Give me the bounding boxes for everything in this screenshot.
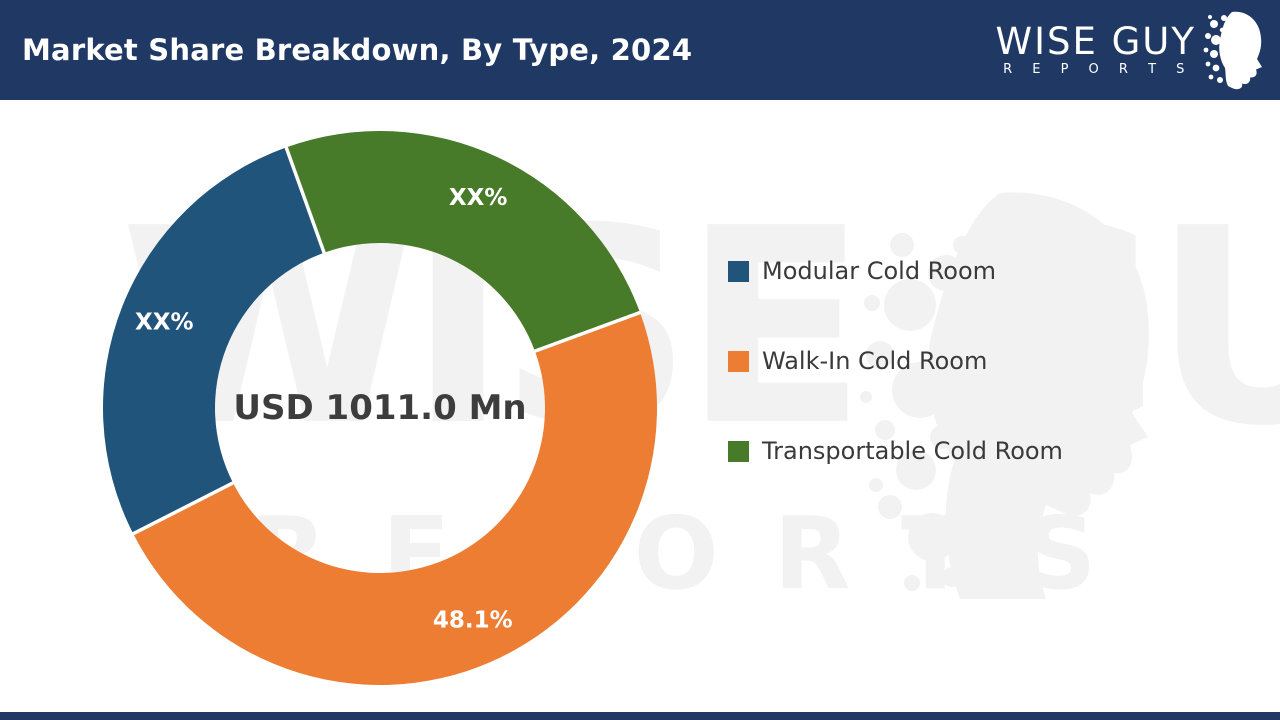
- donut-slice: [286, 131, 641, 352]
- slice-separator: [533, 310, 642, 354]
- legend-item: Transportable Cold Room: [728, 435, 1063, 467]
- donut-chart: XX% XX% 48.1% USD 1011.0 Mn: [102, 131, 658, 686]
- logo-text-line1: WISE GUY: [995, 19, 1196, 63]
- legend-item: Walk-In Cold Room: [728, 345, 1063, 377]
- slice-percent-label: XX%: [449, 185, 508, 211]
- logo-head-icon: [1203, 11, 1262, 90]
- slice-separator: [284, 145, 327, 255]
- donut-slice: [102, 147, 325, 534]
- legend-label: Walk-In Cold Room: [762, 347, 988, 375]
- footer-bar: [0, 712, 1280, 720]
- legend-item: Modular Cold Room: [728, 255, 1063, 287]
- logo-wordmark: WISE GUY R E P O R T S: [995, 19, 1196, 78]
- legend-swatch: [728, 350, 749, 372]
- slice-percent-label: XX%: [135, 310, 194, 336]
- slice-labels: XX% XX% 48.1%: [135, 185, 513, 634]
- legend-label: Modular Cold Room: [762, 257, 997, 285]
- page-title: Market Share Breakdown, By Type, 2024: [22, 33, 693, 67]
- wise-guy-logo: WISE GUY R E P O R T S: [996, 10, 1266, 90]
- legend-swatch: [728, 260, 749, 282]
- legend: Modular Cold Room Walk-In Cold Room Transp…: [728, 255, 1063, 525]
- chart-center-value: USD 1011.0 Mn: [233, 388, 526, 428]
- slice-percent-label: 48.1%: [433, 608, 513, 634]
- slice-separator: [131, 480, 235, 536]
- legend-swatch: [728, 440, 749, 462]
- watermark-head-icon: [860, 192, 1149, 599]
- donut-slice: [133, 312, 658, 686]
- donut-slices: [102, 131, 658, 686]
- logo-text-line2: R E P O R T S: [1003, 62, 1193, 78]
- legend-label: Transportable Cold Room: [762, 437, 1063, 465]
- header: Market Share Breakdown, By Type, 2024 WI…: [0, 0, 1280, 100]
